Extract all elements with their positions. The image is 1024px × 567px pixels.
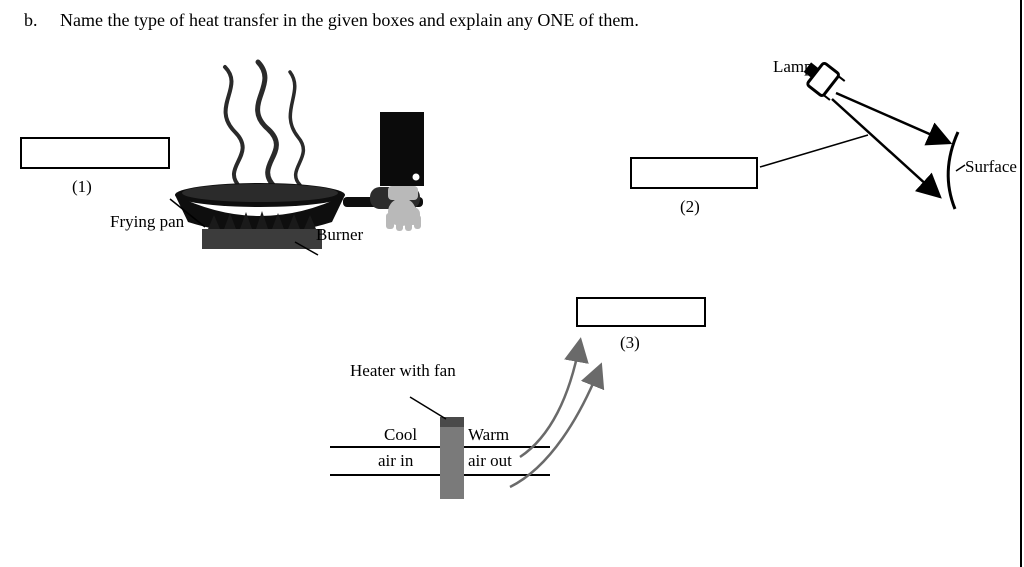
- figure-3-number: (3): [620, 333, 640, 353]
- air-out-label: air out: [468, 451, 512, 471]
- figure-2-svg: [620, 37, 1020, 257]
- figure-1-number: (1): [72, 177, 92, 197]
- lamp-label: Lamp: [773, 57, 813, 77]
- surface-label: Surface: [965, 157, 1017, 177]
- answer-box-2[interactable]: [630, 157, 758, 189]
- air-in-label: air in: [378, 451, 413, 471]
- warm-label: Warm: [468, 425, 509, 445]
- heater-label: Heater with fan: [350, 361, 456, 381]
- question-letter: b.: [24, 10, 60, 31]
- question-row: b. Name the type of heat transfer in the…: [0, 0, 1024, 37]
- diagram-area: (1) Frying pan Burner Lamp (2) Surface: [0, 37, 1024, 547]
- answer-box-3[interactable]: [576, 297, 706, 327]
- figure-2-number: (2): [680, 197, 700, 217]
- question-text: Name the type of heat transfer in the gi…: [60, 10, 984, 31]
- answer-box-1[interactable]: [20, 137, 170, 169]
- burner-label: Burner: [316, 225, 363, 245]
- frying-pan-label: Frying pan: [110, 212, 184, 232]
- cool-label: Cool: [384, 425, 417, 445]
- page-right-border: [1020, 0, 1022, 567]
